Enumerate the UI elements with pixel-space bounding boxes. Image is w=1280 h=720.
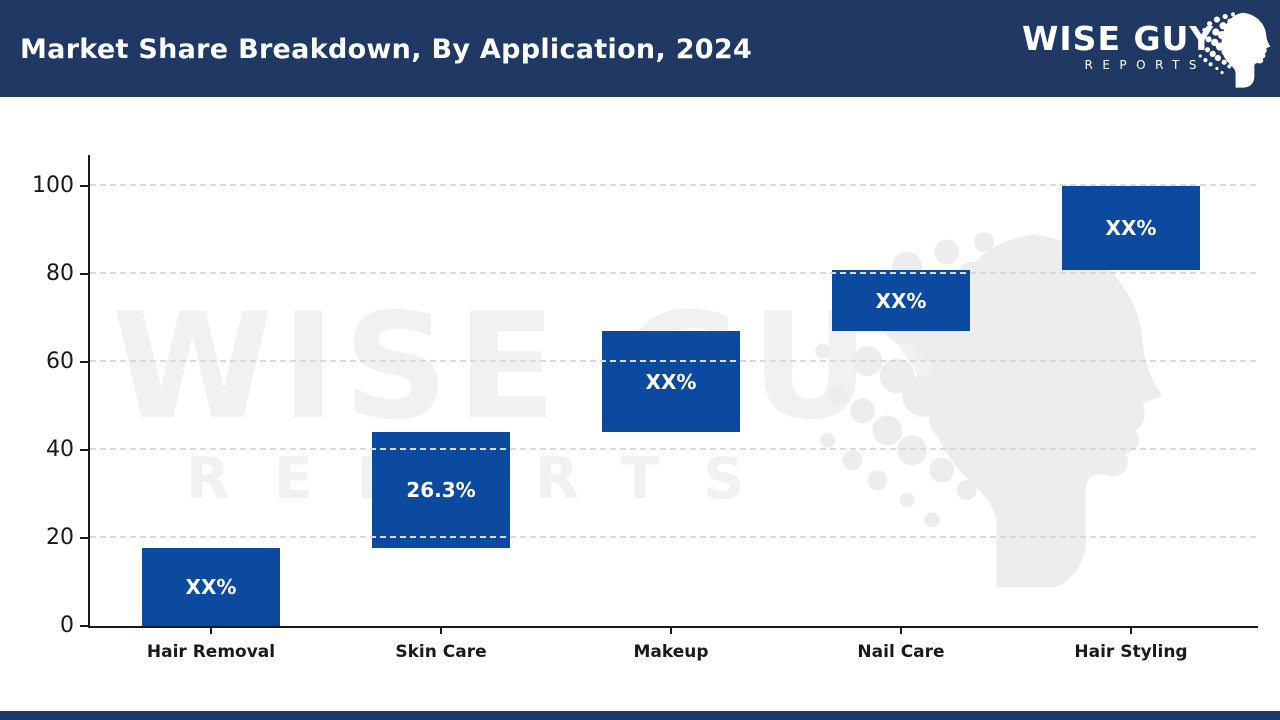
footer-bar [0, 711, 1280, 720]
y-tick-80 [80, 273, 88, 275]
y-tick-label-100: 100 [32, 173, 74, 198]
x-tick-1 [210, 626, 212, 634]
x-category-label: Skin Care [395, 642, 487, 662]
gridline-y60 [90, 360, 1256, 362]
y-tick-label-60: 60 [46, 349, 74, 374]
gridline-y40 [90, 448, 1256, 450]
bar-value-label: 26.3% [406, 478, 476, 503]
bar-value-label: XX% [1105, 216, 1157, 241]
header-bar: Market Share Breakdown, By Application, … [0, 0, 1280, 97]
bar-value-label: XX% [645, 369, 697, 394]
y-tick-100 [80, 185, 88, 187]
bar-hair-removal [142, 548, 280, 626]
bar-makeup [602, 330, 740, 433]
bar-value-label: XX% [875, 288, 927, 313]
y-tick-label-20: 20 [46, 525, 74, 550]
gridline-y20 [90, 536, 1256, 538]
gridline-y80 [90, 272, 1256, 274]
logo-subtitle: REPORTS [1084, 58, 1206, 72]
y-tick-label-40: 40 [46, 437, 74, 462]
x-category-label: Hair Styling [1074, 642, 1188, 662]
y-tick-40 [80, 449, 88, 451]
gridline-y100 [90, 184, 1256, 186]
x-tick-4 [900, 626, 902, 634]
x-category-label: Hair Removal [146, 642, 276, 662]
x-tick-3 [670, 626, 672, 634]
y-tick-0 [80, 625, 88, 627]
plot-area: 0 20 40 60 80 100 XX% 26.3% XX% XX% XX% Hair Remova… [32, 155, 1258, 662]
logo-wordmark: WISE GUY [1022, 19, 1215, 58]
bar-value-label: XX% [185, 575, 237, 600]
bar-nail-care [832, 270, 970, 331]
logo-face-icon [1197, 12, 1271, 88]
y-tick-60 [80, 361, 88, 363]
y-tick-label-80: 80 [46, 261, 74, 286]
bar-skin-care [372, 432, 510, 549]
chart-title: Market Share Breakdown, By Application, … [20, 34, 753, 65]
wise-guy-logo: WISE GUY REPORTS [1022, 8, 1272, 90]
bar-hair-styling [1062, 186, 1200, 271]
x-tick-5 [1130, 626, 1132, 634]
x-category-label: Makeup [633, 642, 709, 662]
x-tick-2 [440, 626, 442, 634]
logo-text: WISE GUY REPORTS [1022, 19, 1215, 74]
y-tick-label-0: 0 [60, 613, 74, 638]
x-category-label: Nail Care [857, 642, 945, 662]
y-tick-20 [80, 537, 88, 539]
